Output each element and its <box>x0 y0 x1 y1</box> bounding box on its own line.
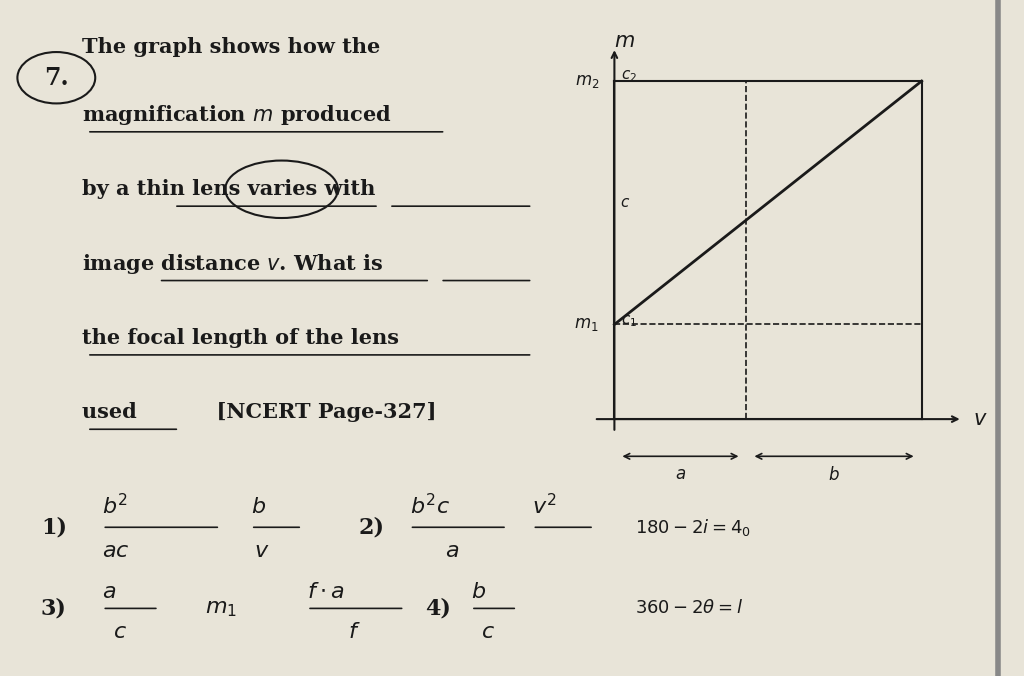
Text: $b$: $b$ <box>828 466 840 485</box>
Text: the focal length of the lens: the focal length of the lens <box>82 328 399 348</box>
Text: $v^2$: $v^2$ <box>532 494 557 520</box>
Text: $f$: $f$ <box>348 621 360 643</box>
Text: $v$: $v$ <box>973 409 987 429</box>
Text: by a thin lens varies with: by a thin lens varies with <box>82 179 375 199</box>
Text: 1): 1) <box>41 516 67 538</box>
Text: $m_1$: $m_1$ <box>574 316 599 333</box>
Text: $180 - 2i = 4_0$: $180 - 2i = 4_0$ <box>635 516 751 538</box>
Text: $a$: $a$ <box>445 540 460 562</box>
Text: $b^2c$: $b^2c$ <box>410 494 450 520</box>
Text: $b$: $b$ <box>251 496 266 518</box>
Text: magnification $m$ produced: magnification $m$ produced <box>82 103 391 127</box>
Text: $v$: $v$ <box>254 540 269 562</box>
Text: 2): 2) <box>358 516 384 538</box>
Text: $m_1$: $m_1$ <box>205 598 237 619</box>
Text: $f \cdot a$: $f \cdot a$ <box>307 581 345 602</box>
Text: $c_2$: $c_2$ <box>621 68 637 84</box>
Text: $ac$: $ac$ <box>102 540 130 562</box>
Text: $360 - 2\theta = l$: $360 - 2\theta = l$ <box>635 600 742 617</box>
Text: $m_2$: $m_2$ <box>574 72 599 90</box>
Text: The graph shows how the: The graph shows how the <box>82 37 380 57</box>
Text: $c_1$: $c_1$ <box>621 313 637 329</box>
Text: $a$: $a$ <box>675 466 686 483</box>
Text: $c$: $c$ <box>481 621 496 643</box>
Text: $b^2$: $b^2$ <box>102 494 128 520</box>
Text: 3): 3) <box>41 598 67 619</box>
Text: $a$: $a$ <box>102 581 117 602</box>
Text: $b$: $b$ <box>471 581 486 602</box>
Text: 4): 4) <box>425 598 451 619</box>
Text: image distance $v$. What is: image distance $v$. What is <box>82 251 383 276</box>
Text: $m$: $m$ <box>614 30 635 51</box>
Text: $c$: $c$ <box>620 196 630 210</box>
Text: $c$: $c$ <box>113 621 127 643</box>
Text: used           [NCERT Page-327]: used [NCERT Page-327] <box>82 402 436 422</box>
Text: 7.: 7. <box>44 66 69 90</box>
